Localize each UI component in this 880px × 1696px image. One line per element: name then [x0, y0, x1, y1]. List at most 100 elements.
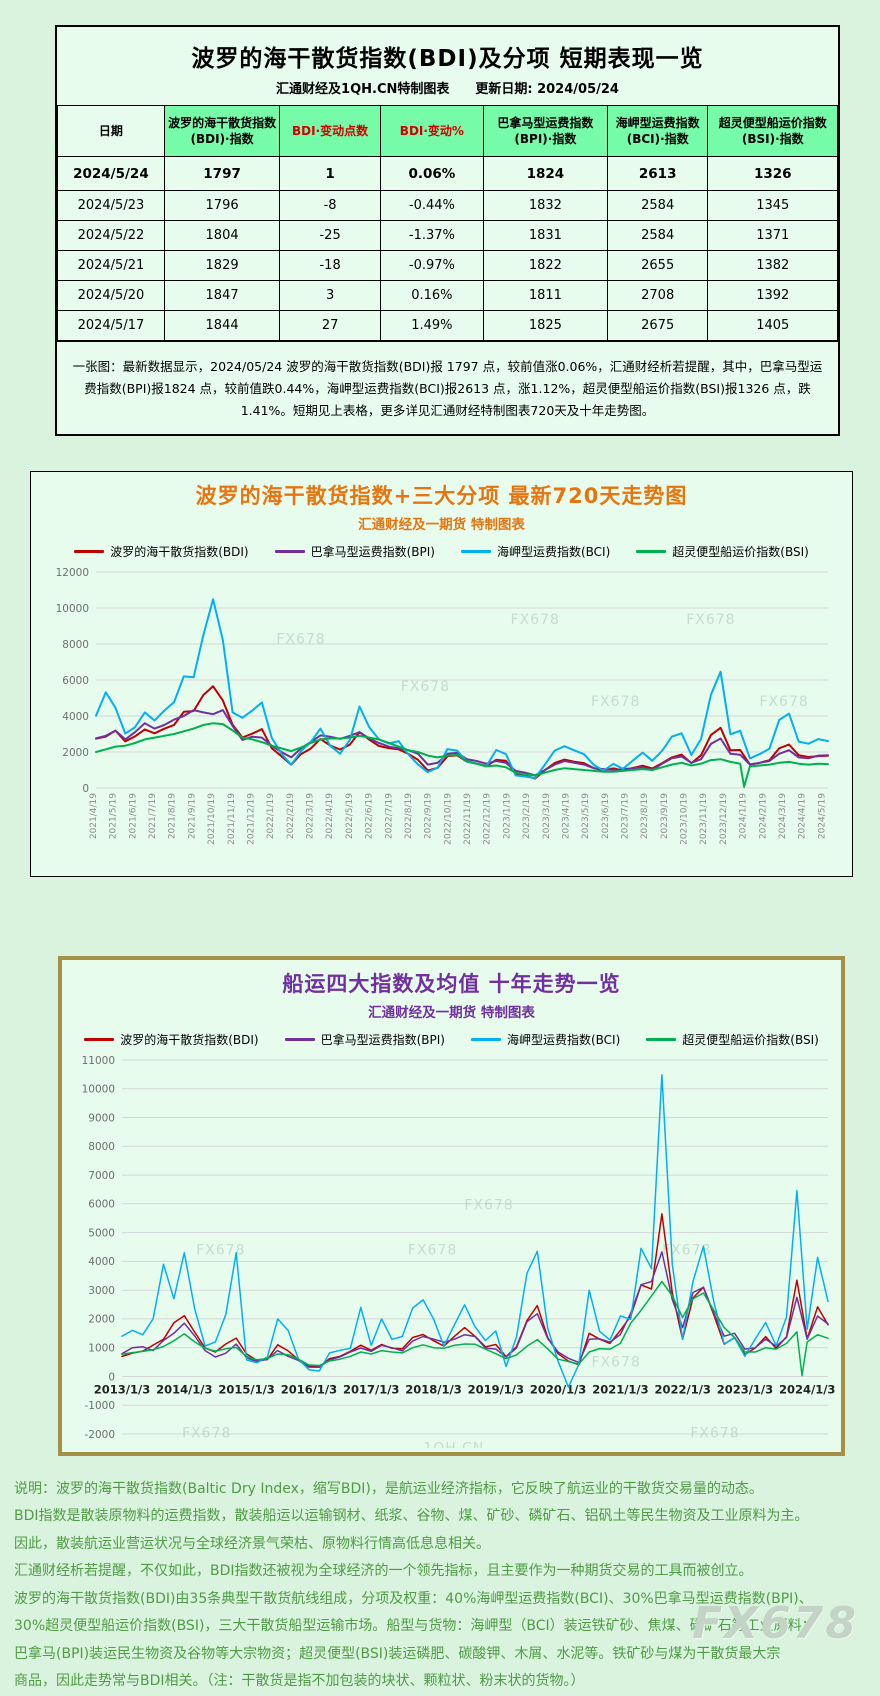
cell-bdi-change-pct: -0.97% [379, 250, 484, 281]
cell-bdi: 1797 [163, 156, 281, 191]
bdi-line-swatch [84, 1037, 115, 1041]
bci-line-swatch [460, 549, 491, 553]
svg-text:10000: 10000 [81, 1083, 114, 1095]
cell-date: 2024/5/21 [57, 250, 165, 281]
cell-bpi: 1825 [482, 310, 608, 341]
svg-text:2018/1/3: 2018/1/3 [405, 1382, 461, 1396]
svg-text:2000: 2000 [88, 1313, 115, 1325]
svg-text:2021/7/19: 2021/7/19 [148, 792, 158, 838]
svg-text:-2000: -2000 [84, 1428, 115, 1440]
chart-10y-title: 船运四大指数及均值 十年走势一览 [282, 971, 621, 996]
chart-10y: -2000 -1000 0 1000 2000 3000 4000 5000 6000 7000 8… [81, 1054, 835, 1447]
svg-text:FX678: FX678 [400, 678, 449, 694]
svg-text:FX678: FX678 [591, 694, 640, 710]
footnote-line: 波罗的海干散货指数(BDI)由35条典型干散货航线组成，分项及权重：40%海岬型… [14, 1590, 813, 1607]
legend-item-bdi: 波罗的海干散货指数(BDI) [84, 1031, 259, 1048]
table-row: 2024/5/22 1804 -25 -1.37% 1831 2584 1371 [57, 220, 838, 251]
cell-bdi: 1847 [163, 280, 281, 311]
svg-text:2024/3/19: 2024/3/19 [778, 792, 788, 838]
legend-label: 超灵便型船运价指数(BSI) [672, 544, 809, 559]
cell-bsi: 1326 [707, 156, 838, 191]
svg-text:12000: 12000 [55, 566, 88, 578]
svg-text:2022/6/19: 2022/6/19 [364, 792, 374, 838]
svg-text:FX678: FX678 [662, 1242, 711, 1258]
svg-text:2022/9/19: 2022/9/19 [423, 792, 433, 838]
col-header-bpi-index: 巴拿马型运费指数 (BPI)·指数 [482, 105, 608, 157]
svg-text:3000: 3000 [88, 1285, 115, 1297]
svg-text:5000: 5000 [88, 1227, 115, 1239]
table-title: 波罗的海干散货指数(BDI)及分项 短期表现一览 [191, 46, 704, 72]
bpi-line-swatch [284, 1037, 315, 1041]
svg-text:2017/1/3: 2017/1/3 [342, 1382, 398, 1396]
svg-text:2023/12/19: 2023/12/19 [718, 792, 728, 844]
col-header-bsi-index: 超灵便型船运价指数 (BSI)·指数 [707, 105, 838, 157]
cell-bdi-change-pct: 0.16% [379, 280, 484, 311]
svg-text:2022/7/19: 2022/7/19 [384, 792, 394, 838]
svg-text:2013/1/3: 2013/1/3 [93, 1382, 149, 1396]
svg-text:2024/2/19: 2024/2/19 [758, 792, 768, 838]
svg-text:2022/11/19: 2022/11/19 [463, 792, 473, 844]
svg-text:2024/5/19: 2024/5/19 [817, 792, 827, 838]
cell-bsi: 1345 [707, 190, 838, 221]
svg-text:2024/1/3: 2024/1/3 [778, 1382, 834, 1396]
svg-text:2020/1/3: 2020/1/3 [529, 1382, 585, 1396]
legend-item-bci: 海岬型运费指数(BCI) [470, 1031, 620, 1048]
svg-text:-1000: -1000 [84, 1400, 115, 1412]
col-header-bdi-index: 波罗的海干散货指数 (BDI)·指数 [163, 105, 281, 157]
svg-text:2023/9/19: 2023/9/19 [659, 792, 669, 838]
svg-text:1QH.CN: 1QH.CN [423, 1440, 484, 1447]
legend-label: 超灵便型船运价指数(BSI) [682, 1032, 819, 1047]
svg-text:2021/1/3: 2021/1/3 [592, 1382, 648, 1396]
cell-bdi-change: 3 [279, 280, 381, 311]
bsi-line-swatch [636, 549, 667, 553]
bci-line-swatch [470, 1037, 501, 1041]
cell-bdi-change-pct: -0.44% [379, 190, 484, 221]
legend-label: 巴拿马型运费指数(BPI) [310, 544, 435, 559]
footnote-line: 因此，散装航运业营运状况与全球经济景气荣枯、原物料行情高低息息相关。 [14, 1535, 490, 1552]
chart-10y-panel: 船运四大指数及均值 十年走势一览 汇通财经及一期货 特制图表 波罗的海干散货指数… [58, 955, 845, 1456]
cell-bdi-change: -8 [279, 190, 381, 221]
chart-720d-legend: 波罗的海干散货指数(BDI) 巴拿马型运费指数(BPI) 海岬型运费指数(BCI… [31, 533, 852, 562]
chart-10y-subtitle: 汇通财经及一期货 特制图表 [368, 1004, 535, 1021]
cell-bsi: 1405 [707, 310, 838, 341]
legend-label: 波罗的海干散货指数(BDI) [120, 1032, 259, 1047]
footnotes: 说明：波罗的海干散货指数(Baltic Dry Index，缩写BDI)，是航运… [14, 1476, 870, 1696]
svg-text:FX678: FX678 [464, 1197, 513, 1213]
svg-text:1000: 1000 [88, 1342, 115, 1354]
table-row: 2024/5/17 1844 27 1.49% 1825 2675 1405 [57, 310, 838, 341]
cell-bci: 2584 [606, 190, 709, 221]
legend-item-bsi: 超灵便型船运价指数(BSI) [636, 543, 809, 560]
legend-item-bsi: 超灵便型船运价指数(BSI) [646, 1031, 819, 1048]
svg-text:2024/1/19: 2024/1/19 [738, 792, 748, 838]
svg-text:2023/8/19: 2023/8/19 [640, 792, 650, 838]
svg-text:2023/2/19: 2023/2/19 [522, 792, 532, 838]
col-header-bdi-change-pct: BDI·变动% [379, 105, 484, 157]
cell-bci: 2655 [606, 250, 709, 281]
table-subtitle: 汇通财经及1QH.CN特制图表 更新日期: 2024/05/24 [276, 82, 619, 97]
svg-text:2015/1/3: 2015/1/3 [218, 1382, 274, 1396]
bdi-table: 日期 波罗的海干散货指数 (BDI)·指数 BDI·变动点数 BDI·变动% 巴… [57, 105, 838, 341]
legend-label: 波罗的海干散货指数(BDI) [110, 544, 249, 559]
table-row: 2024/5/21 1829 -18 -0.97% 1822 2655 1382 [57, 250, 838, 281]
cell-bpi: 1822 [482, 250, 608, 281]
bsi-line-swatch [646, 1037, 677, 1041]
svg-text:4000: 4000 [62, 710, 89, 722]
svg-text:FX678: FX678 [196, 1242, 245, 1258]
svg-text:2021/8/19: 2021/8/19 [167, 792, 177, 838]
chart-720d-panel: 波罗的海干散货指数+三大分项 最新720天走势图 汇通财经及一期货 特制图表 波… [30, 470, 853, 877]
cell-bpi: 1811 [482, 280, 608, 311]
cell-bsi: 1392 [707, 280, 838, 311]
svg-text:2022/3/19: 2022/3/19 [305, 792, 315, 838]
svg-text:2022/5/19: 2022/5/19 [344, 792, 354, 838]
cell-bci: 2584 [606, 220, 709, 251]
footnote-line: 说明：波罗的海干散货指数(Baltic Dry Index，缩写BDI)，是航运… [14, 1480, 763, 1497]
svg-text:0: 0 [108, 1371, 115, 1383]
table-note: 一张图：最新数据显示，2024/05/24 波罗的海干散货指数(BDI)报 17… [57, 341, 838, 434]
cell-bci: 2675 [606, 310, 709, 341]
cell-bdi: 1829 [163, 250, 281, 281]
table-row: 2024/5/23 1796 -8 -0.44% 1832 2584 1345 [57, 190, 838, 221]
cell-bci: 2613 [606, 156, 709, 191]
svg-text:FX678: FX678 [591, 1354, 640, 1370]
footnote-line: 30%超灵便型船运价指数(BSI)，三大干散货船型运输市场。船型与货物：海岬型（… [14, 1618, 816, 1635]
cell-bdi-change: 27 [279, 310, 381, 341]
